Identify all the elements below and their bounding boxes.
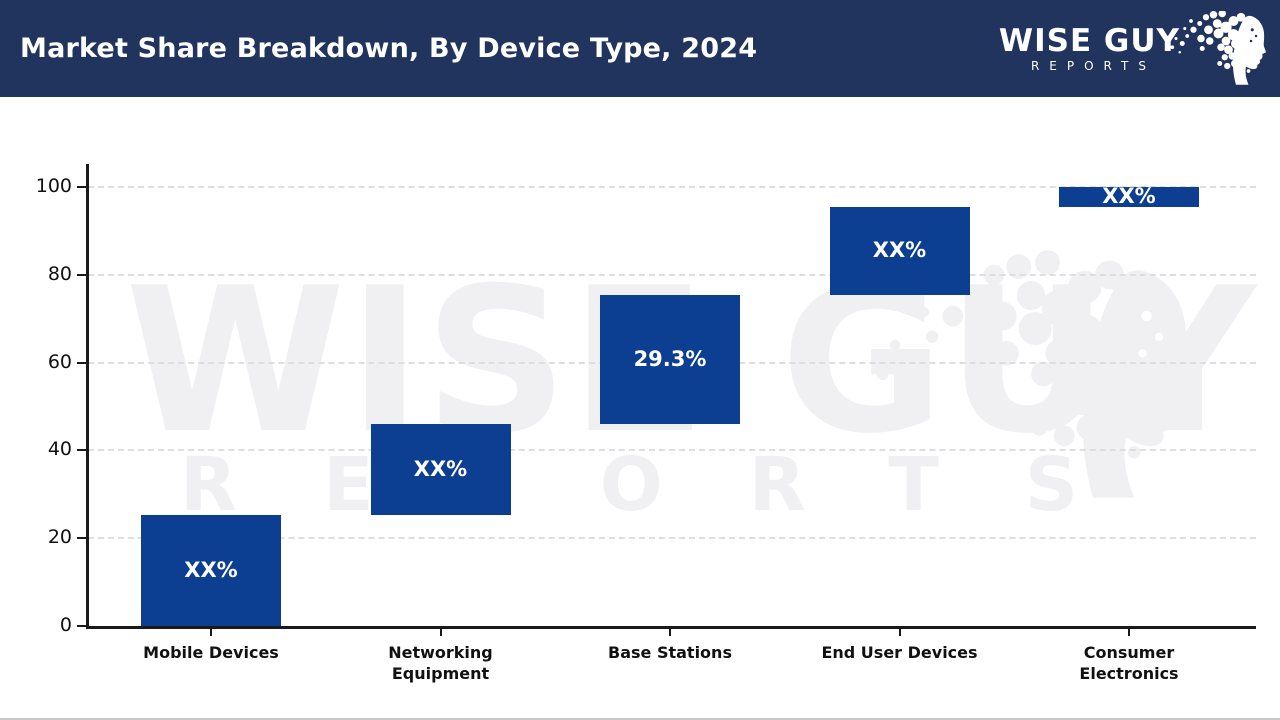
bar-value-label-mobile-devices: XX%	[184, 558, 238, 583]
watermark-face-icon	[876, 250, 1192, 498]
y-tick-label-60: 60	[47, 350, 72, 373]
watermark-reports: REPORTS	[180, 442, 1165, 528]
x-tick-consumer-electronics	[1128, 628, 1130, 636]
y-tick-label-100: 100	[35, 175, 72, 197]
bar-base-stations: 29.3%	[600, 294, 740, 424]
brand-face-icon	[1170, 11, 1266, 85]
y-tick-60	[77, 361, 88, 364]
bar-value-label-consumer-electronics: XX%	[1102, 184, 1156, 209]
x-label-base-stations: Base Stations	[608, 643, 732, 662]
brand-subname: REPORTS	[1030, 58, 1156, 73]
bar-consumer-electronics: XX%	[1059, 184, 1199, 209]
page-title: Market Share Breakdown, By Device Type, …	[20, 33, 758, 64]
brand-logo: WISE GUY REPORTS	[999, 11, 1280, 86]
x-label-mobile-devices: Mobile Devices	[143, 643, 279, 662]
header-bar: Market Share Breakdown, By Device Type, …	[0, 0, 1280, 97]
gridline-20	[88, 537, 1256, 540]
x-tick-networking-equipment	[439, 628, 442, 636]
brand-logo-text: WISE GUY REPORTS	[998, 22, 1180, 73]
y-tick-label-0: 0	[59, 614, 72, 636]
y-tick-label-20: 20	[47, 526, 72, 549]
bar-value-label-base-stations: 29.3%	[633, 346, 707, 371]
x-label-consumer-electronics: Consumer Electronics	[1079, 643, 1179, 683]
y-tick-20	[77, 537, 88, 540]
gridline-40	[88, 449, 1256, 452]
x-tick-mobile-devices	[210, 628, 212, 636]
x-label-networking-equipment: Networking Equipment	[388, 643, 493, 683]
y-tick-100	[77, 186, 88, 188]
x-tick-end-user-devices	[898, 628, 901, 636]
x-axis-spine	[86, 626, 1256, 629]
bar-networking-equipment: XX%	[370, 423, 511, 516]
y-tick-80	[77, 273, 88, 276]
x-tick-base-stations	[669, 628, 671, 636]
y-axis-spine	[86, 164, 89, 628]
bar-value-label-networking-equipment: XX%	[413, 456, 468, 481]
bar-mobile-devices: XX%	[141, 515, 281, 626]
brand-name: WISE GUY	[998, 22, 1180, 59]
bar-value-label-end-user-devices: XX%	[872, 238, 927, 263]
bar-end-user-devices: XX%	[829, 206, 970, 295]
y-tick-0	[77, 625, 88, 627]
y-tick-label-80: 80	[47, 262, 72, 285]
gridline-100	[88, 186, 1256, 188]
y-tick-label-40: 40	[47, 438, 72, 461]
x-label-end-user-devices: End User Devices	[821, 643, 978, 662]
y-tick-40	[77, 449, 88, 452]
gridline-80	[88, 273, 1256, 276]
